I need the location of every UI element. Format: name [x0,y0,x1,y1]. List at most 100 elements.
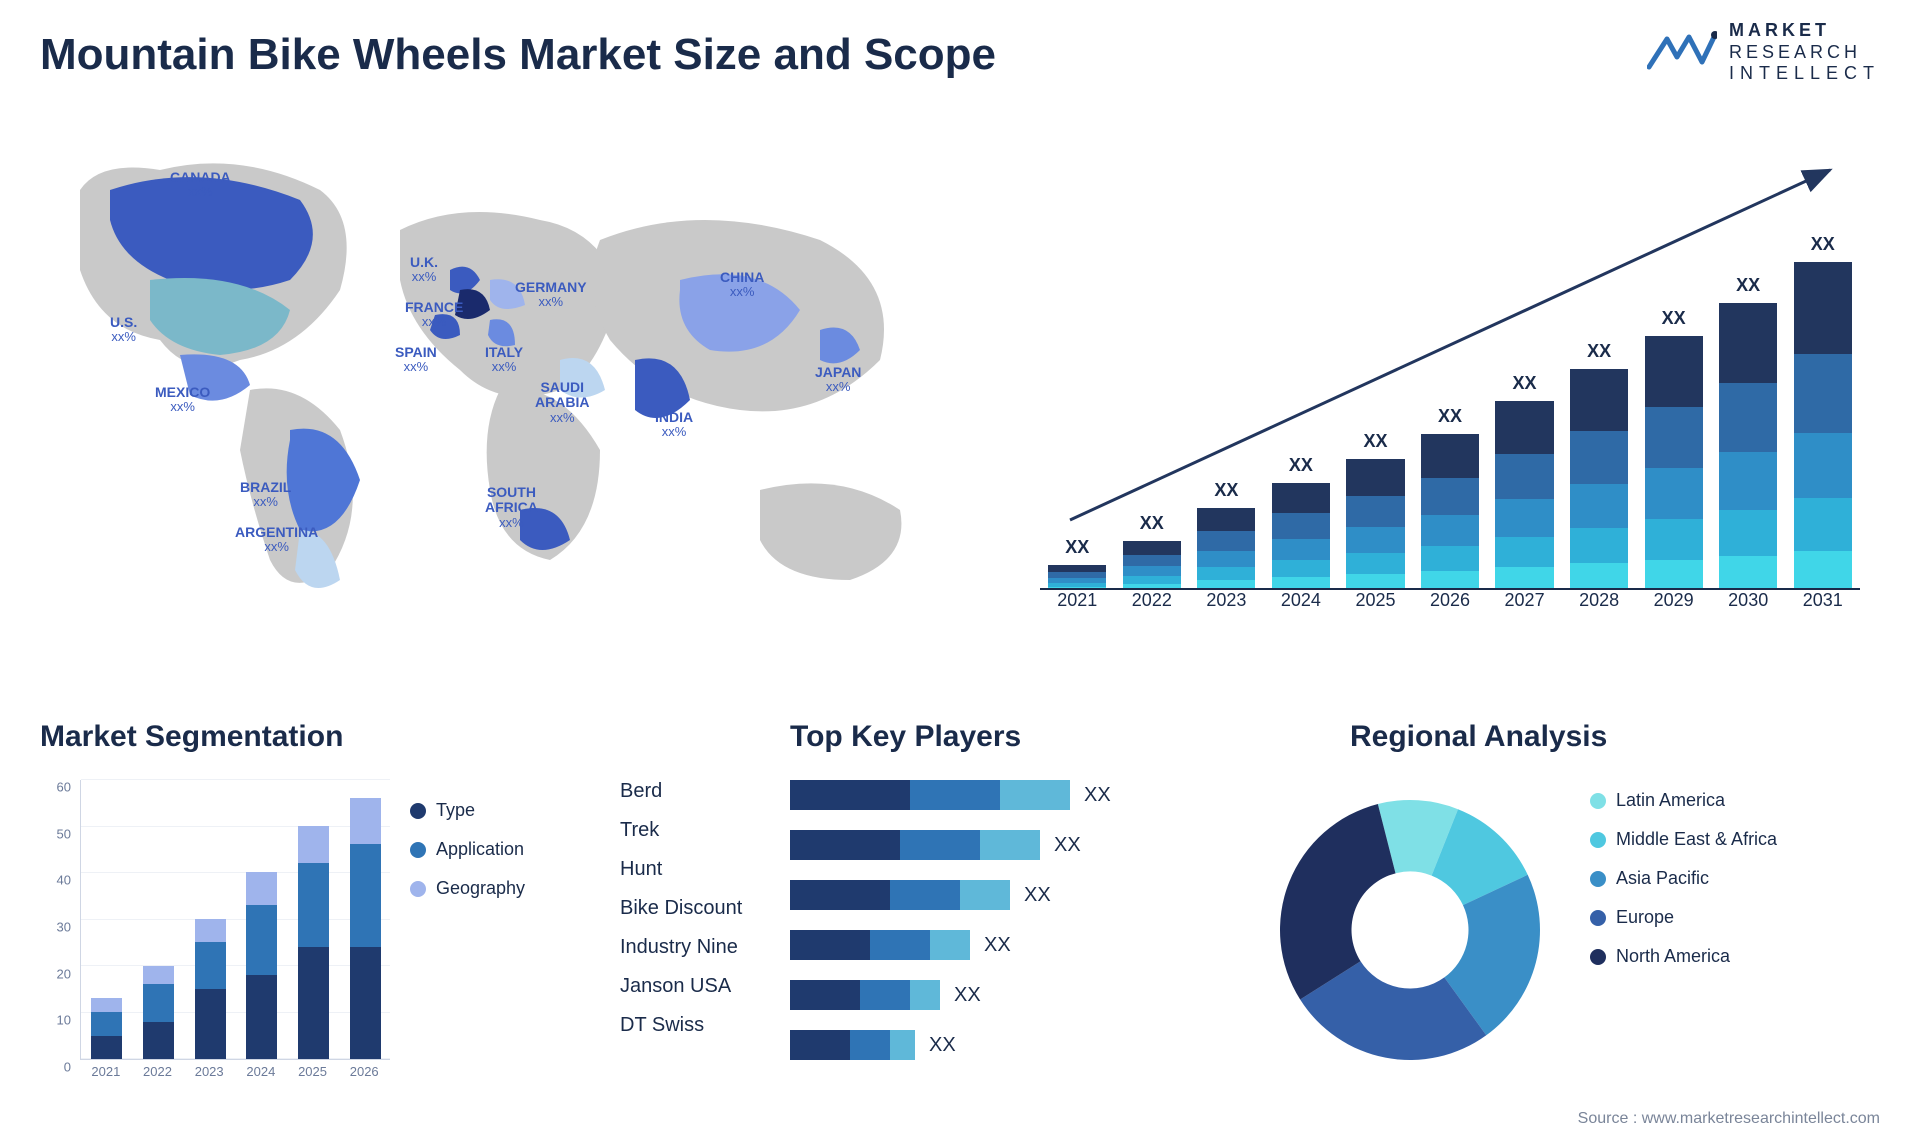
growth-plot-area: XXXXXXXXXXXXXXXXXXXXXX [1040,150,1860,590]
map-label: CHINAxx% [720,270,764,300]
legend-item: Latin America [1590,790,1860,811]
regional-title: Regional Analysis [1350,720,1607,754]
map-label: GERMANYxx% [515,280,587,310]
segmentation-bar [298,826,329,1059]
map-label: ITALYxx% [485,345,523,375]
growth-bar: XX [1719,303,1777,590]
map-label: SPAINxx% [395,345,437,375]
growth-bar: XX [1421,434,1479,590]
segmentation-bar [91,998,122,1059]
segmentation-y-tick: 0 [64,1060,71,1075]
page-title: Mountain Bike Wheels Market Size and Sco… [40,30,996,80]
logo-line3: INTELLECT [1729,63,1880,85]
player-bar-row: XX [790,830,1260,860]
logo-line2: RESEARCH [1729,42,1880,64]
growth-bar-value: XX [1048,537,1106,558]
segmentation-x-tick: 2023 [183,1064,235,1090]
donut-slice [1280,804,1396,999]
growth-bar-value: XX [1346,431,1404,452]
growth-bar-value: XX [1794,234,1852,255]
segmentation-bar [246,872,277,1059]
growth-x-tick: 2022 [1115,590,1190,630]
growth-x-tick: 2026 [1413,590,1488,630]
map-label: SAUDIARABIAxx% [535,380,589,425]
player-bar-row: XX [790,980,1260,1010]
player-bar-row: XX [790,880,1260,910]
world-map: CANADAxx%U.S.xx%MEXICOxx%BRAZILxx%ARGENT… [40,130,940,630]
segmentation-x-axis: 202120222023202420252026 [80,1064,390,1090]
regional-panel: Regional Analysis Latin America Middle Ea… [1260,720,1860,1090]
growth-x-axis: 2021202220232024202520262027202820292030… [1040,590,1860,630]
segmentation-x-tick: 2025 [287,1064,339,1090]
brand-logo: MARKET RESEARCH INTELLECT [1647,20,1880,85]
segmentation-y-tick: 30 [57,920,71,935]
logo-line1: MARKET [1729,20,1880,42]
map-label: BRAZILxx% [240,480,291,510]
segmentation-y-tick: 20 [57,966,71,981]
growth-bar: XX [1197,508,1255,590]
growth-bar-value: XX [1272,455,1330,476]
growth-x-tick: 2028 [1562,590,1637,630]
segmentation-y-tick: 40 [57,873,71,888]
player-bar-row: XX [790,780,1260,810]
key-players-panel: Top Key Players BerdTrekHuntBike Discoun… [620,720,1260,1090]
legend-item: Application [410,839,600,860]
growth-bar: XX [1794,262,1852,590]
legend-item: Geography [410,878,600,899]
segmentation-x-tick: 2021 [80,1064,132,1090]
player-bar-row: XX [790,930,1260,960]
segmentation-y-tick: 10 [57,1013,71,1028]
segmentation-y-tick: 60 [57,780,71,795]
growth-x-tick: 2024 [1264,590,1339,630]
segmentation-legend: Type Application Geography [410,800,600,917]
growth-bar: XX [1048,565,1106,590]
legend-item: Asia Pacific [1590,868,1860,889]
growth-bar-value: XX [1197,480,1255,501]
growth-bar: XX [1645,336,1703,590]
segmentation-x-tick: 2022 [132,1064,184,1090]
segmentation-bar [350,798,381,1059]
logo-swoosh-icon [1647,27,1717,77]
growth-bar-value: XX [1719,275,1777,296]
legend-item: Europe [1590,907,1860,928]
map-label: CANADAxx% [170,170,231,200]
map-label: ARGENTINAxx% [235,525,318,555]
segmentation-x-tick: 2026 [338,1064,390,1090]
map-label: SOUTHAFRICAxx% [485,485,538,530]
legend-item: Middle East & Africa [1590,829,1860,850]
player-bar-value: XX [929,1034,956,1057]
player-bar-value: XX [1054,834,1081,857]
growth-x-tick: 2021 [1040,590,1115,630]
growth-x-tick: 2023 [1189,590,1264,630]
growth-bar-value: XX [1570,341,1628,362]
player-bar-value: XX [954,984,981,1007]
growth-x-tick: 2025 [1338,590,1413,630]
player-bar-row: XX [790,1030,1260,1060]
world-map-svg [40,130,940,630]
growth-x-tick: 2027 [1487,590,1562,630]
segmentation-plot-area [80,780,390,1060]
growth-x-tick: 2029 [1636,590,1711,630]
growth-bar-value: XX [1421,406,1479,427]
growth-bar-value: XX [1495,373,1553,394]
map-label: U.K.xx% [410,255,438,285]
segmentation-title: Market Segmentation [40,720,343,754]
map-label: INDIAxx% [655,410,693,440]
regional-legend: Latin America Middle East & Africa Asia Pa… [1590,790,1860,985]
segmentation-panel: Market Segmentation 0102030405060 202120… [40,720,600,1090]
legend-item: North America [1590,946,1860,967]
key-players-bars: XX XX XX XX XX XX [620,780,1260,1090]
legend-item: Type [410,800,600,821]
player-bar-value: XX [1084,784,1111,807]
map-label: U.S.xx% [110,315,137,345]
source-attribution: Source : www.marketresearchintellect.com [1578,1110,1880,1128]
growth-bar: XX [1272,483,1330,590]
segmentation-bar [195,919,226,1059]
segmentation-bar [143,966,174,1059]
growth-bar-value: XX [1645,308,1703,329]
growth-chart: XXXXXXXXXXXXXXXXXXXXXX 20212022202320242… [1040,150,1860,630]
segmentation-y-tick: 50 [57,826,71,841]
growth-bar: XX [1570,369,1628,590]
growth-bar: XX [1495,401,1553,590]
logo-text: MARKET RESEARCH INTELLECT [1729,20,1880,85]
